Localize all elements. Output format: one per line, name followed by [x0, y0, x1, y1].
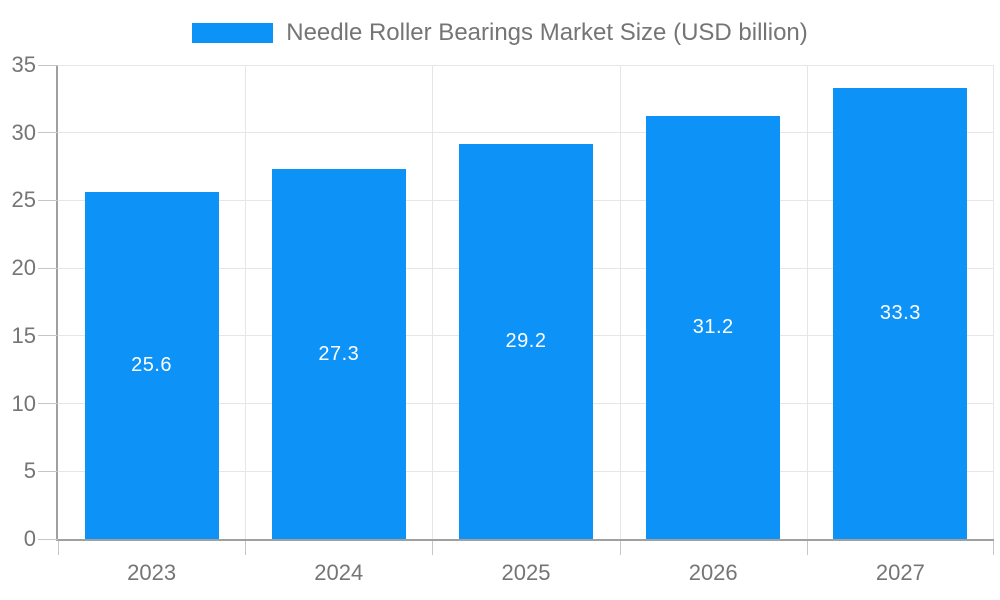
y-axis-label: 10	[11, 390, 36, 416]
y-axis-label: 0	[23, 526, 36, 551]
x-axis-tick	[432, 541, 434, 555]
y-axis-tick	[38, 199, 58, 201]
legend-label[interactable]: Needle Roller Bearings Market Size (USD …	[286, 19, 808, 46]
x-axis-tick	[245, 541, 247, 555]
x-axis-label-2026: 2026	[688, 560, 738, 585]
gridline-vertical	[806, 65, 808, 539]
x-axis-label-2024: 2024	[314, 560, 364, 585]
legend-swatch[interactable]	[192, 23, 274, 43]
x-axis-label-2027: 2027	[875, 560, 925, 585]
y-axis-label: 5	[23, 458, 36, 484]
gridline-vertical	[245, 65, 247, 539]
y-axis-tick	[38, 335, 58, 337]
y-axis-tick	[38, 538, 58, 540]
bar-2024[interactable]: 27.3	[271, 169, 406, 539]
bar-2026[interactable]: 31.2	[646, 116, 781, 539]
y-axis-tick	[38, 470, 58, 472]
y-axis-label: 30	[11, 119, 36, 145]
x-axis-tick	[806, 541, 808, 555]
bar-2025[interactable]: 29.2	[459, 143, 593, 539]
x-axis-tick	[993, 541, 994, 555]
gridline-horizontal	[58, 64, 994, 66]
gridline-horizontal	[58, 132, 994, 134]
y-axis-label: 20	[11, 255, 36, 281]
bar-2027[interactable]: 33.3	[833, 88, 968, 539]
bar-value-label: 27.3	[318, 342, 360, 365]
bar-value-label: 33.3	[879, 302, 921, 325]
legend[interactable]: Needle Roller Bearings Market Size (USD …	[0, 13, 1000, 53]
y-axis-tick	[38, 403, 58, 405]
x-axis-label-2023: 2023	[127, 560, 177, 585]
y-axis-tick	[38, 267, 58, 269]
y-axis-label: 35	[11, 52, 36, 77]
y-axis-label: 25	[11, 187, 36, 213]
plot-area: 25.6 27.3 29.2 31.2 33.3	[56, 64, 994, 541]
bar-value-label: 29.2	[505, 329, 547, 352]
gridline-vertical	[432, 65, 434, 539]
y-axis-tick	[38, 64, 58, 66]
x-axis-tick	[619, 541, 621, 555]
x-axis-tick	[58, 541, 59, 555]
bar-2023[interactable]: 25.6	[84, 192, 219, 539]
bar-value-label: 25.6	[131, 354, 173, 377]
y-axis-label: 15	[11, 322, 36, 348]
y-axis-tick	[38, 132, 58, 134]
bar-value-label: 31.2	[692, 316, 734, 339]
gridline-vertical	[619, 65, 621, 539]
x-axis-label-2025: 2025	[501, 560, 551, 585]
gridline-vertical	[993, 65, 994, 539]
